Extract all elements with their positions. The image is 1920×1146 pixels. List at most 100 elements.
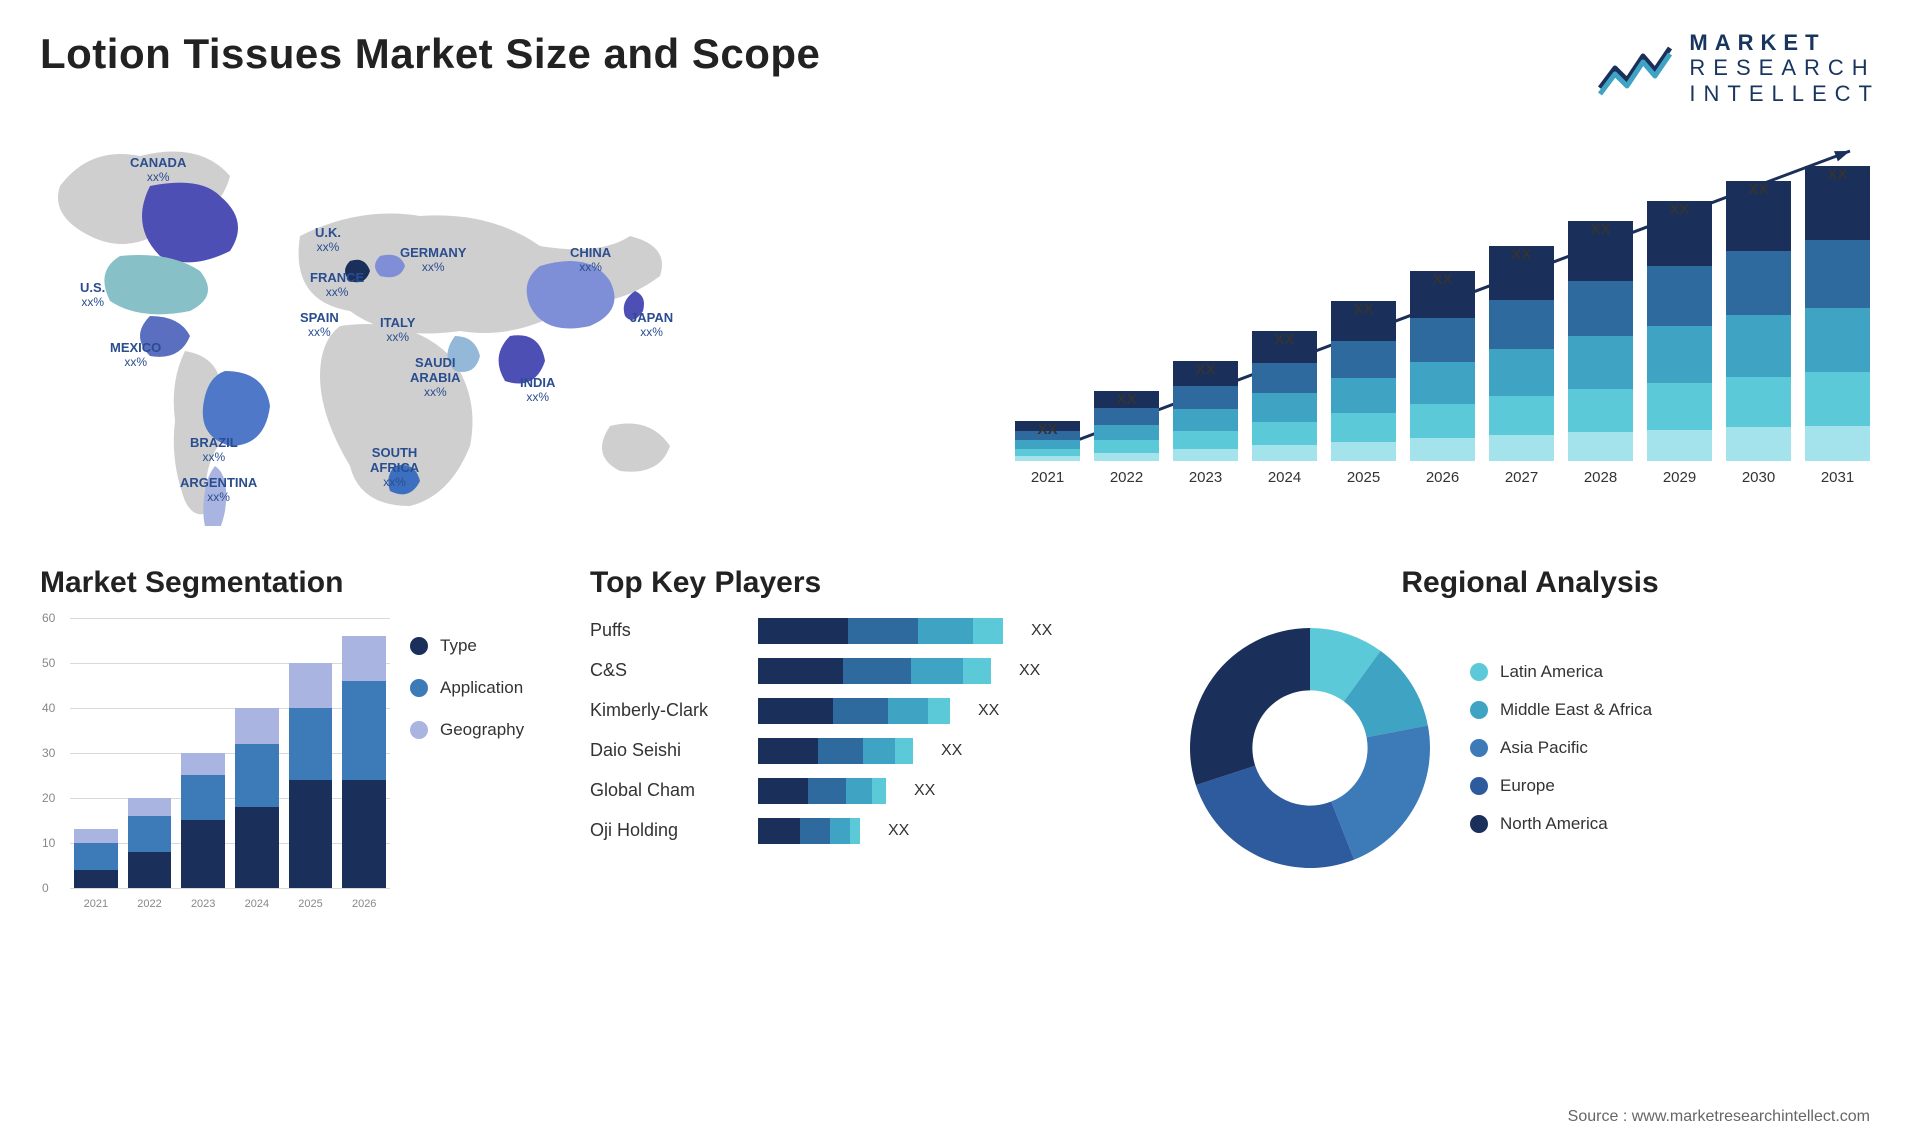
regional-legend: Latin AmericaMiddle East & AfricaAsia Pa… <box>1470 662 1652 834</box>
keyplayer-row: PuffsXX <box>590 618 1150 644</box>
growth-value-label: XX <box>1274 331 1294 348</box>
growth-year-label: 2022 <box>1110 469 1143 486</box>
brand-mark-icon <box>1595 38 1675 98</box>
map-label: ARGENTINAxx% <box>180 476 257 505</box>
keyplayers-title: Top Key Players <box>590 566 1150 600</box>
regional-title: Regional Analysis <box>1180 566 1880 600</box>
brand-logo: MARKET RESEARCH INTELLECT <box>1595 30 1880 106</box>
keyplayer-name: Kimberly-Clark <box>590 700 740 721</box>
growth-value-label: XX <box>1195 361 1215 378</box>
map-label: INDIAxx% <box>520 376 555 405</box>
legend-item: Middle East & Africa <box>1470 700 1652 720</box>
seg-xlabel: 2021 <box>74 898 118 910</box>
seg-xlabel: 2023 <box>181 898 225 910</box>
growth-value-label: XX <box>1590 221 1610 238</box>
keyplayer-value: XX <box>941 742 962 760</box>
growth-value-label: XX <box>1432 271 1452 288</box>
donut-slice <box>1196 766 1354 868</box>
seg-xlabel: 2025 <box>289 898 333 910</box>
map-label: U.S.xx% <box>80 281 105 310</box>
growth-year-label: 2023 <box>1189 469 1222 486</box>
seg-ylabel: 60 <box>42 611 55 625</box>
seg-bar: 2022 <box>128 798 172 888</box>
keyplayer-name: Puffs <box>590 620 740 641</box>
growth-bar: 2023 <box>1173 361 1238 486</box>
map-label: MEXICOxx% <box>110 341 161 370</box>
map-label: CHINAxx% <box>570 246 611 275</box>
source-text: Source : www.marketresearchintellect.com <box>1568 1108 1870 1126</box>
growth-bar: 2029 <box>1647 201 1712 486</box>
map-label: FRANCExx% <box>310 271 364 300</box>
growth-value-label: XX <box>1827 166 1847 183</box>
growth-value-label: XX <box>1116 391 1136 408</box>
map-label: ITALYxx% <box>380 316 415 345</box>
keyplayer-name: C&S <box>590 660 740 681</box>
seg-xlabel: 2022 <box>128 898 172 910</box>
growth-year-label: 2031 <box>1821 469 1854 486</box>
growth-year-label: 2021 <box>1031 469 1064 486</box>
keyplayer-value: XX <box>978 702 999 720</box>
growth-value-label: XX <box>1353 301 1373 318</box>
seg-xlabel: 2024 <box>235 898 279 910</box>
seg-ylabel: 0 <box>42 881 49 895</box>
legend-item: Europe <box>1470 776 1652 796</box>
legend-item: Geography <box>410 720 524 740</box>
keyplayer-value: XX <box>1019 662 1040 680</box>
seg-ylabel: 10 <box>42 836 55 850</box>
growth-bar: 2031 <box>1805 166 1870 486</box>
brand-line1: MARKET <box>1689 30 1880 55</box>
map-label: CANADAxx% <box>130 156 186 185</box>
map-label: SAUDIARABIAxx% <box>410 356 461 400</box>
legend-item: Type <box>410 636 524 656</box>
keyplayer-row: Oji Holding XX <box>590 818 1150 844</box>
keyplayer-name: Global Cham <box>590 780 740 801</box>
seg-ylabel: 50 <box>42 656 55 670</box>
growth-year-label: 2028 <box>1584 469 1617 486</box>
growth-year-label: 2029 <box>1663 469 1696 486</box>
seg-ylabel: 30 <box>42 746 55 760</box>
seg-bar: 2023 <box>181 753 225 888</box>
growth-value-label: XX <box>1748 181 1768 198</box>
segmentation-legend: Type Application Geography <box>410 636 524 740</box>
seg-xlabel: 2026 <box>342 898 386 910</box>
donut-slice <box>1190 628 1310 785</box>
growth-value-label: XX <box>1037 421 1057 438</box>
growth-bar: 2028 <box>1568 221 1633 486</box>
keyplayer-value: XX <box>888 822 909 840</box>
map-label: SPAINxx% <box>300 311 339 340</box>
growth-year-label: 2024 <box>1268 469 1301 486</box>
keyplayer-name: Oji Holding <box>590 820 740 841</box>
segmentation-chart: 0102030405060202120222023202420252026 <box>40 618 390 918</box>
legend-item: Asia Pacific <box>1470 738 1652 758</box>
growth-bar: 2026 <box>1410 271 1475 486</box>
keyplayer-name: Daio Seishi <box>590 740 740 761</box>
keyplayer-row: C&S XX <box>590 658 1150 684</box>
seg-bar: 2021 <box>74 829 118 888</box>
keyplayer-row: Kimberly-Clark XX <box>590 698 1150 724</box>
regional-donut <box>1180 618 1440 878</box>
map-label: JAPANxx% <box>630 311 673 340</box>
brand-line3: INTELLECT <box>1689 81 1880 106</box>
growth-bar: 2025 <box>1331 301 1396 486</box>
seg-bar: 2025 <box>289 663 333 888</box>
brand-line2: RESEARCH <box>1689 55 1880 80</box>
map-label: BRAZILxx% <box>190 436 238 465</box>
growth-year-label: 2026 <box>1426 469 1459 486</box>
seg-ylabel: 40 <box>42 701 55 715</box>
map-label: GERMANYxx% <box>400 246 466 275</box>
growth-year-label: 2027 <box>1505 469 1538 486</box>
keyplayer-value: XX <box>914 782 935 800</box>
growth-year-label: 2030 <box>1742 469 1775 486</box>
segmentation-title: Market Segmentation <box>40 566 560 600</box>
growth-chart: 2021 2022 2023 2024 2025 2026 2027 2028 2029 2030… <box>975 126 1880 526</box>
growth-bar: 2027 <box>1489 246 1554 486</box>
legend-item: North America <box>1470 814 1652 834</box>
map-label: SOUTHAFRICAxx% <box>370 446 419 490</box>
world-map: CANADAxx% U.S.xx% MEXICOxx% BRAZILxx% ARGENT… <box>40 126 945 526</box>
page-title: Lotion Tissues Market Size and Scope <box>40 30 820 78</box>
seg-bar: 2024 <box>235 708 279 888</box>
keyplayer-row: Daio Seishi XX <box>590 738 1150 764</box>
growth-year-label: 2025 <box>1347 469 1380 486</box>
legend-item: Application <box>410 678 524 698</box>
growth-bar: 2030 <box>1726 181 1791 486</box>
